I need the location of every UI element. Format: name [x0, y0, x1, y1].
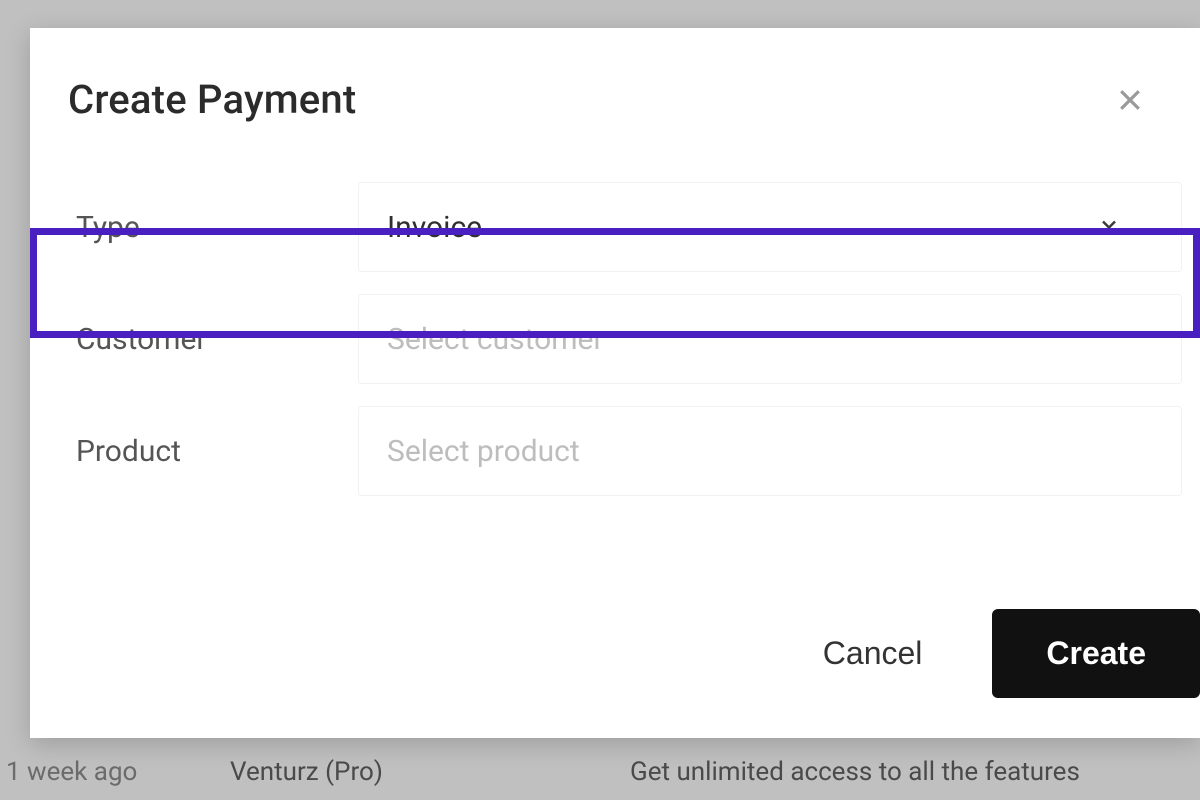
modal-title: Create Payment — [68, 76, 356, 123]
bg-cell-desc: Get unlimited access to all the features — [600, 757, 1200, 787]
label-customer: Customer — [68, 322, 358, 357]
modal-footer: Cancel Create — [803, 609, 1200, 698]
close-icon — [1115, 85, 1145, 115]
type-select-value: Invoice — [387, 210, 482, 245]
field-row-product: Product Select product — [68, 403, 1182, 499]
label-product: Product — [68, 434, 358, 469]
close-button[interactable] — [1108, 78, 1152, 122]
field-row-type: Type Invoice — [68, 179, 1182, 275]
bg-cell-time: 1 week ago — [0, 757, 200, 787]
chevron-down-icon — [1097, 210, 1121, 245]
product-select[interactable]: Select product — [358, 406, 1182, 496]
label-type: Type — [68, 210, 358, 245]
modal-header: Create Payment — [68, 76, 1182, 123]
customer-select[interactable]: Select customer — [358, 294, 1182, 384]
field-row-customer: Customer Select customer — [68, 291, 1182, 387]
bg-cell-name: Venturz (Pro) — [200, 757, 600, 787]
customer-select-placeholder: Select customer — [387, 322, 604, 357]
type-select[interactable]: Invoice — [358, 182, 1182, 272]
create-button[interactable]: Create — [992, 609, 1200, 698]
create-payment-modal: Create Payment Type Invoice Customer Sel… — [30, 28, 1200, 738]
background-table-row: 1 week ago Venturz (Pro) Get unlimited a… — [0, 752, 1200, 792]
cancel-button[interactable]: Cancel — [803, 617, 943, 690]
product-select-placeholder: Select product — [387, 434, 580, 469]
